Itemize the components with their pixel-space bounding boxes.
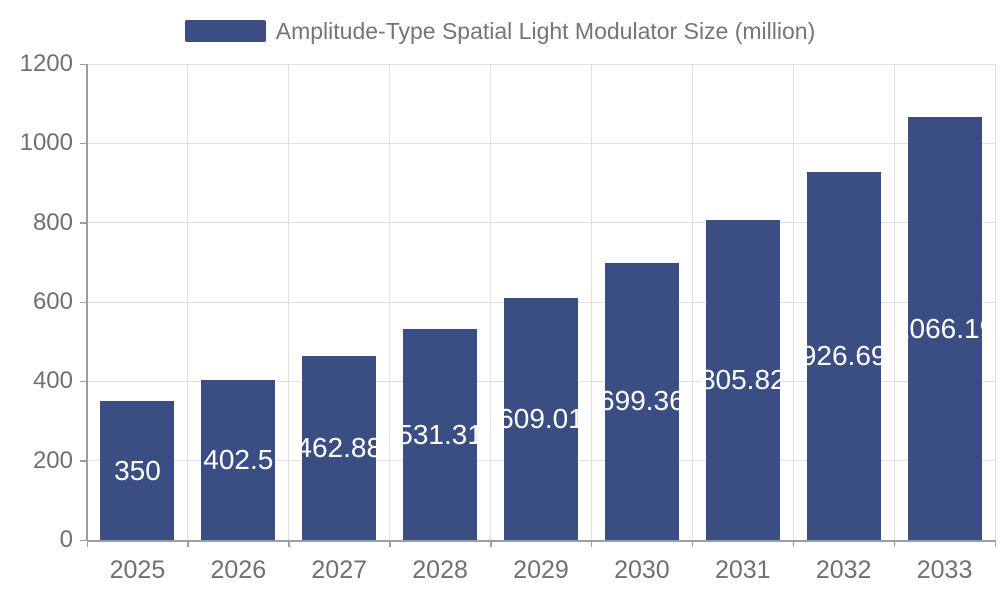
gridline-horizontal (87, 142, 995, 144)
x-axis-line (87, 540, 995, 542)
bar-value-label: 699.36 (599, 385, 685, 417)
bar-value-label: 926.69 (800, 340, 887, 372)
x-tick-mark (590, 540, 593, 547)
bar-value-label: 805.82 (699, 364, 786, 396)
y-tick-mark (80, 539, 87, 541)
x-tick-label: 2032 (815, 556, 872, 584)
x-tick-label: 2029 (513, 556, 569, 584)
bar[interactable] (907, 117, 982, 540)
chart-legend[interactable]: Amplitude-Type Spatial Light Modulator S… (0, 17, 1000, 45)
x-tick-mark (288, 540, 290, 547)
x-tick-mark (893, 540, 896, 547)
x-tick-mark (490, 540, 492, 547)
gridline-vertical (389, 64, 391, 540)
bar-value-label: 531.31 (397, 418, 483, 450)
bar-value-label: 609.01 (498, 403, 584, 435)
x-tick-label: 2033 (916, 556, 973, 584)
x-tick-mark (994, 540, 996, 547)
y-tick-mark (80, 63, 87, 65)
y-tick-label: 0 (59, 526, 73, 553)
gridline-vertical (792, 64, 794, 540)
gridline-vertical (490, 64, 492, 540)
x-tick-mark (86, 540, 88, 547)
x-tick-label: 2031 (714, 556, 771, 584)
y-tick-mark (80, 142, 87, 145)
gridline-vertical (691, 64, 693, 540)
gridline-vertical (288, 64, 290, 540)
x-tick-mark (691, 540, 694, 547)
bar[interactable] (302, 356, 377, 540)
bar[interactable] (705, 220, 780, 540)
bar[interactable] (100, 401, 175, 540)
bar[interactable] (403, 329, 478, 540)
y-tick-mark (80, 301, 87, 303)
y-tick-label: 1200 (19, 50, 73, 77)
x-tick-label: 2030 (614, 556, 670, 584)
bar-value-label: 462.88 (296, 432, 383, 464)
y-tick-mark (80, 222, 87, 224)
gridline-horizontal (87, 63, 995, 65)
gridline-vertical (994, 64, 996, 540)
gridline-vertical (590, 64, 592, 540)
bar[interactable] (201, 380, 276, 540)
gridline-horizontal (87, 222, 995, 224)
bar-value-label: 350 (114, 454, 161, 486)
y-tick-label: 200 (32, 446, 73, 474)
x-tick-label: 2026 (210, 556, 267, 584)
x-tick-mark (389, 540, 391, 547)
y-tick-mark (80, 460, 87, 462)
y-tick-label: 600 (32, 288, 73, 315)
y-tick-label: 800 (32, 208, 73, 236)
y-tick-label: 400 (32, 367, 73, 395)
x-tick-label: 2027 (311, 556, 368, 584)
bar-value-label: 402.5 (203, 444, 274, 476)
bar-value-label: 1066.19 (893, 312, 996, 344)
bar[interactable] (604, 262, 679, 540)
y-tick-mark (80, 380, 87, 383)
x-tick-mark (792, 540, 795, 547)
bar[interactable] (806, 172, 881, 540)
x-tick-mark (187, 540, 189, 547)
gridline-vertical (893, 64, 895, 540)
bar[interactable] (504, 298, 578, 540)
x-tick-label: 2028 (412, 556, 468, 584)
x-tick-label: 2025 (109, 556, 166, 584)
y-tick-label: 1000 (19, 129, 73, 157)
gridline-vertical (187, 64, 189, 540)
legend-label: Amplitude-Type Spatial Light Modulator S… (275, 18, 816, 44)
legend-swatch (184, 20, 266, 42)
